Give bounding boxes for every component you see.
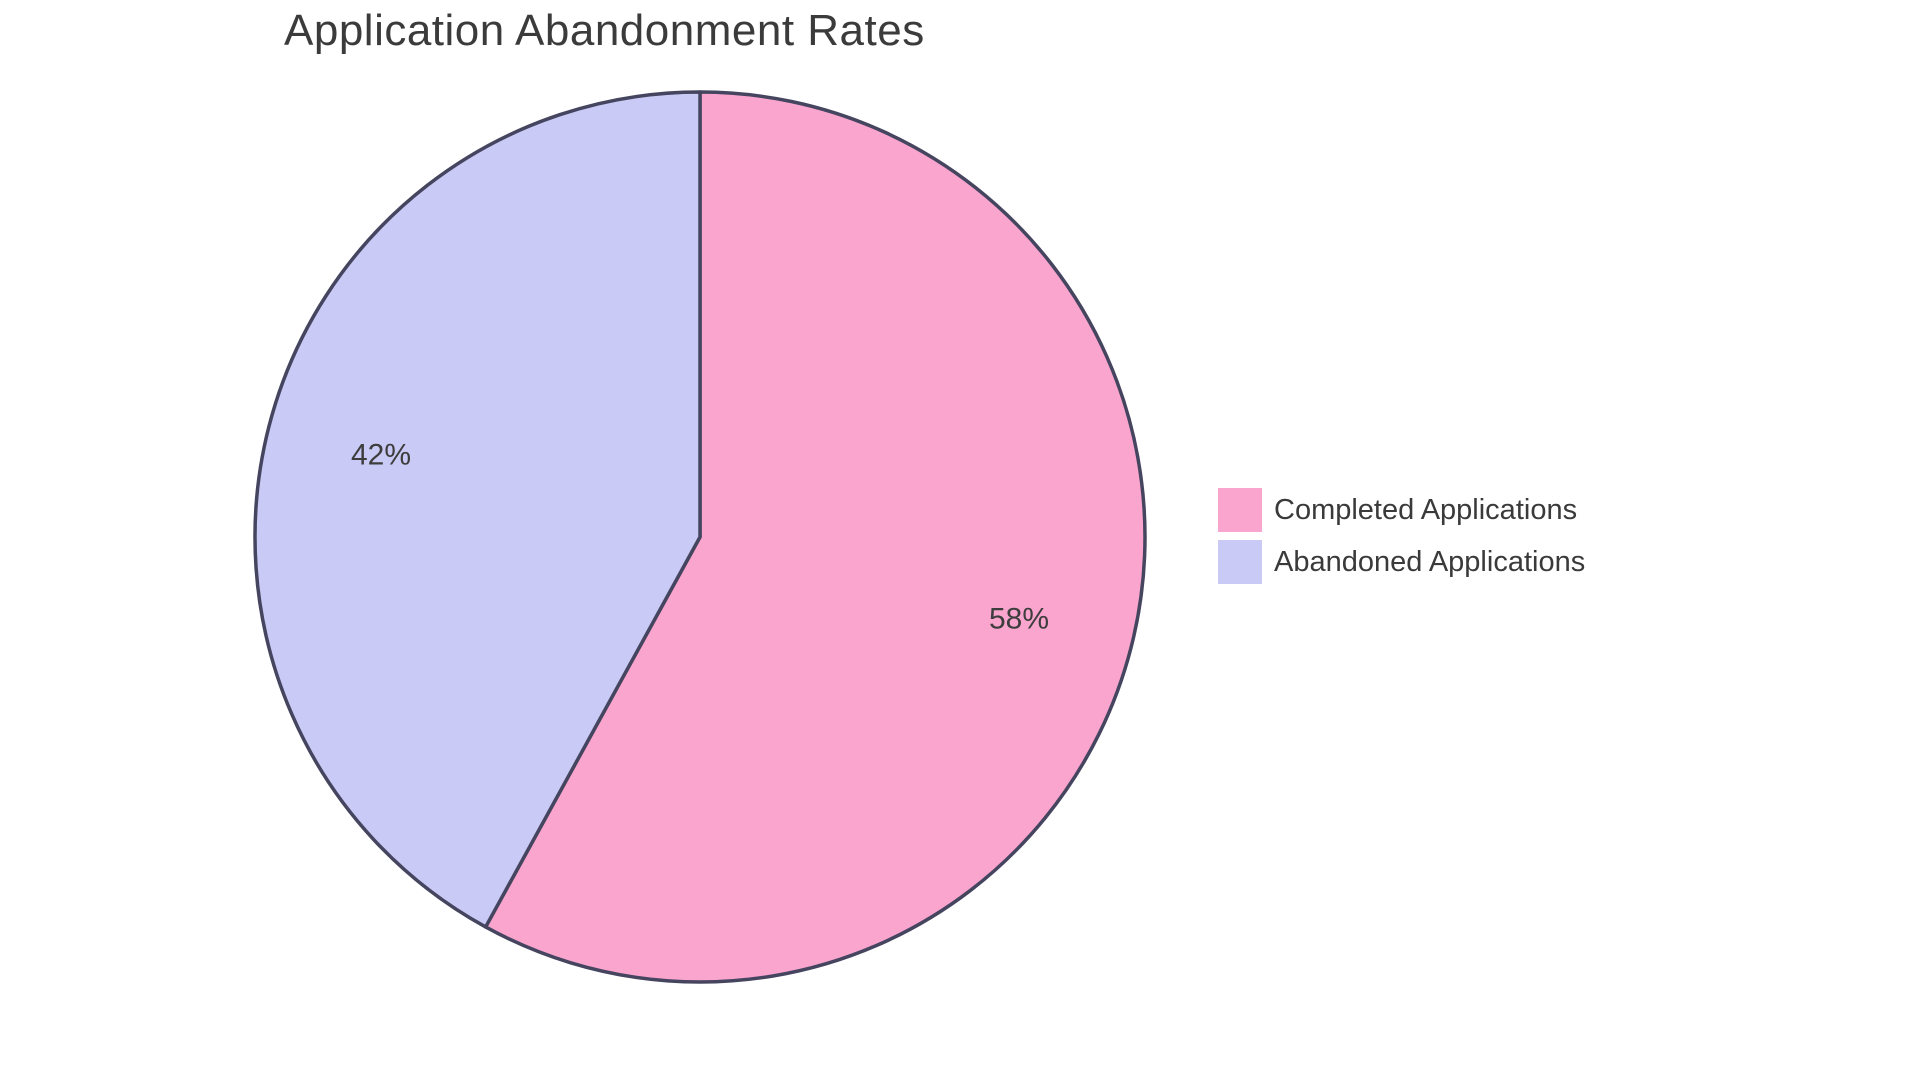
legend: Completed Applications Abandoned Applica…: [1218, 488, 1585, 584]
slice-value-label-abandoned-applications: 42%: [351, 439, 411, 472]
pie-slice-completed-applications[interactable]: [483, 90, 1147, 984]
legend-item-abandoned-applications[interactable]: Abandoned Applications: [1218, 540, 1585, 584]
legend-swatch-completed-applications: [1218, 488, 1262, 532]
legend-item-completed-applications[interactable]: Completed Applications: [1218, 488, 1585, 532]
legend-label-completed-applications: Completed Applications: [1274, 494, 1578, 526]
chart-title: Application Abandonment Rates: [284, 6, 925, 55]
legend-swatch-abandoned-applications: [1218, 540, 1262, 584]
legend-label-abandoned-applications: Abandoned Applications: [1274, 546, 1586, 578]
pie-slice-abandoned-applications[interactable]: [253, 90, 702, 929]
slice-value-label-completed-applications: 58%: [989, 602, 1049, 635]
